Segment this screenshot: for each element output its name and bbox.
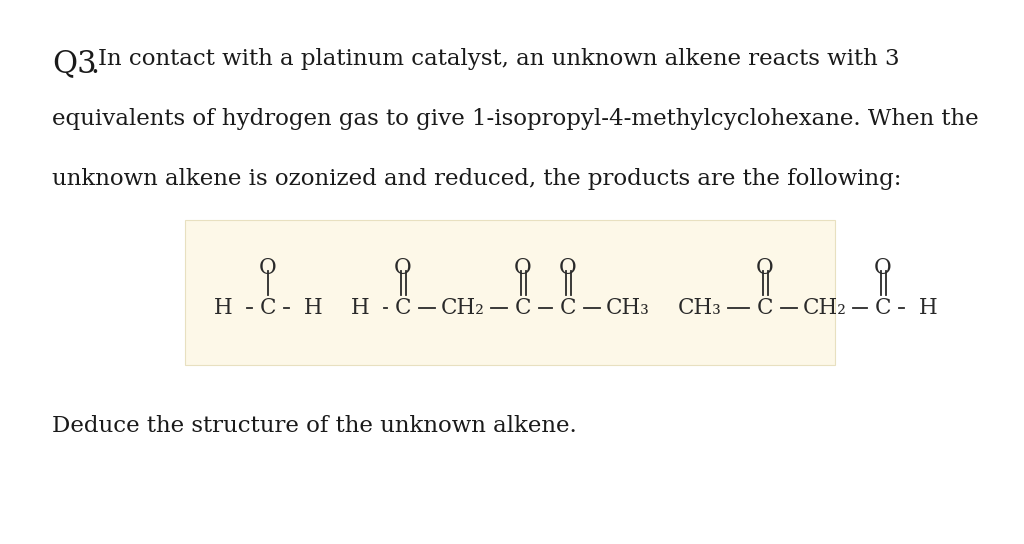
Text: C: C [757, 297, 773, 319]
Text: CH₂: CH₂ [441, 297, 485, 319]
Text: O: O [394, 257, 412, 279]
Text: Deduce the structure of the unknown alkene.: Deduce the structure of the unknown alke… [52, 415, 577, 437]
Text: H: H [214, 297, 232, 319]
Text: C: C [394, 297, 412, 319]
Text: C: C [260, 297, 276, 319]
Text: O: O [514, 257, 531, 279]
Text: O: O [756, 257, 774, 279]
Text: In contact with a platinum catalyst, an unknown alkene reacts with 3: In contact with a platinum catalyst, an … [98, 48, 900, 70]
Text: O: O [259, 257, 276, 279]
Text: equivalents of hydrogen gas to give 1-isopropyl-4-methylcyclohexane. When the: equivalents of hydrogen gas to give 1-is… [52, 108, 979, 130]
Text: H: H [350, 297, 370, 319]
Text: .: . [90, 52, 99, 79]
Text: H: H [919, 297, 937, 319]
Text: O: O [559, 257, 577, 279]
Text: CH₃: CH₃ [606, 297, 650, 319]
Text: CH₃: CH₃ [678, 297, 722, 319]
Text: C: C [515, 297, 531, 319]
FancyBboxPatch shape [185, 220, 835, 365]
Text: Q3: Q3 [52, 48, 96, 79]
Text: C: C [560, 297, 577, 319]
Text: H: H [304, 297, 323, 319]
Text: O: O [874, 257, 892, 279]
Text: unknown alkene is ozonized and reduced, the products are the following:: unknown alkene is ozonized and reduced, … [52, 168, 901, 190]
Text: CH₂: CH₂ [803, 297, 847, 319]
Text: C: C [874, 297, 891, 319]
